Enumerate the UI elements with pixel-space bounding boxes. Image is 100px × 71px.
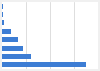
Bar: [2, 20, 4, 25]
Bar: [2, 12, 3, 17]
Bar: [2, 54, 31, 59]
Bar: [2, 46, 23, 51]
Bar: [2, 37, 18, 42]
Bar: [2, 4, 3, 9]
Bar: [2, 62, 86, 67]
Bar: [2, 29, 11, 34]
